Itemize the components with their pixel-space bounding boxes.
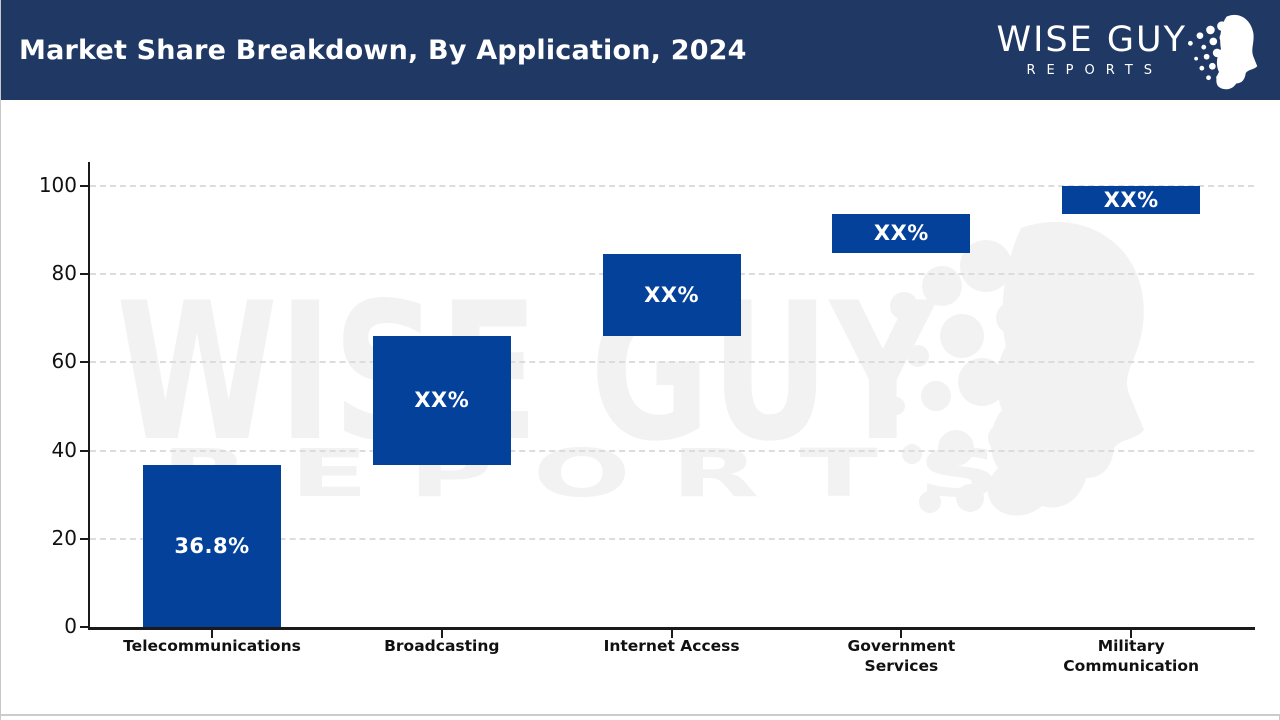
y-tick <box>80 273 88 276</box>
logo-head-icon <box>1187 14 1258 90</box>
y-tick-label: 0 <box>64 614 77 638</box>
bar: XX% <box>1062 186 1201 215</box>
x-tick <box>211 630 213 638</box>
bar-value-label: 36.8% <box>174 533 250 558</box>
x-category-label: Internet Access <box>603 637 740 655</box>
y-tick-label: 80 <box>51 261 77 286</box>
bar-value-label: XX% <box>644 283 700 308</box>
brand-logo: WISE GUY REPORTS <box>996 7 1263 93</box>
y-tick-label: 40 <box>51 437 77 462</box>
watermark-secondary-text: R E P O R T S <box>161 435 1001 512</box>
x-tick <box>670 630 673 638</box>
gridline <box>90 185 1254 187</box>
page-title: Market Share Breakdown, By Application, … <box>19 34 747 66</box>
bar: 36.8% <box>143 464 281 627</box>
x-category-label: Broadcasting <box>384 637 500 655</box>
bar: XX% <box>602 254 741 336</box>
bar: XX% <box>372 335 511 465</box>
brand-name: WISE GUY <box>996 20 1187 60</box>
y-tick <box>80 449 88 452</box>
x-tick <box>440 630 443 638</box>
x-tick <box>1130 630 1133 638</box>
brand-subname: REPORTS <box>1026 63 1164 78</box>
chart-canvas: WISE GUY R E P O R T S 0 20 40 60 80 100 36.8%… <box>1 100 1280 716</box>
brand-logo-text: WISE GUY REPORTS <box>996 20 1187 78</box>
x-tick <box>900 630 903 638</box>
y-tick <box>80 361 88 364</box>
y-tick-label: 100 <box>38 173 77 197</box>
gridline <box>90 361 1254 364</box>
y-tick <box>80 185 88 187</box>
x-category-label: Military Communication <box>1063 637 1200 676</box>
bar-value-label: XX% <box>1103 188 1159 213</box>
x-category-label: Telecommunications <box>123 637 301 655</box>
x-category-label: Government Services <box>847 637 956 676</box>
bar-value-label: XX% <box>414 388 470 413</box>
y-tick-label: 60 <box>51 349 77 374</box>
y-tick <box>80 626 88 628</box>
y-axis-line <box>88 162 90 630</box>
watermark-head <box>887 221 1144 516</box>
gridline <box>90 537 1254 540</box>
y-tick <box>80 537 88 540</box>
y-tick-label: 20 <box>51 525 77 550</box>
bar: XX% <box>832 214 971 253</box>
bar-value-label: XX% <box>873 221 929 246</box>
gridline <box>90 449 1254 452</box>
header: Market Share Breakdown, By Application, … <box>1 0 1280 100</box>
x-axis-line <box>88 627 1255 630</box>
